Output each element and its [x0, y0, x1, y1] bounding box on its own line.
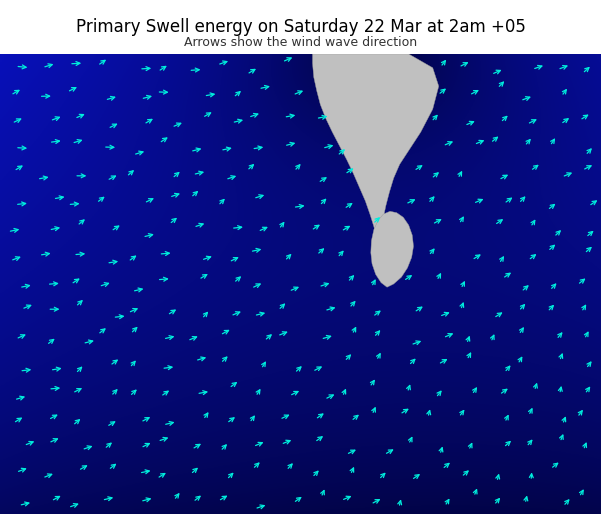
Polygon shape: [313, 54, 439, 249]
Text: Arrows show the wind wave direction: Arrows show the wind wave direction: [184, 36, 417, 49]
Text: Primary Swell energy on Saturday 22 Mar at 2am +05: Primary Swell energy on Saturday 22 Mar …: [76, 18, 525, 36]
Polygon shape: [371, 211, 413, 287]
